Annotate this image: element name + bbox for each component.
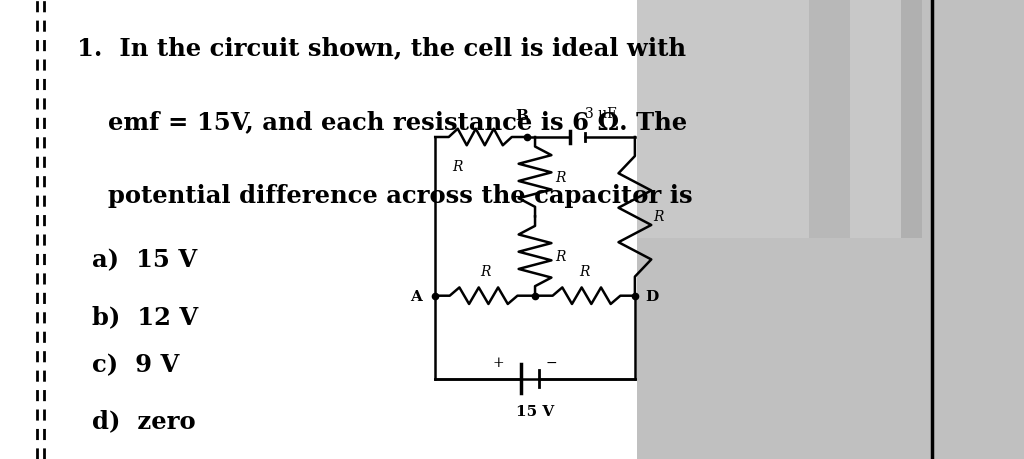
Text: 1.  In the circuit shown, the cell is ideal with: 1. In the circuit shown, the cell is ide… [77, 36, 686, 60]
Text: 15 V: 15 V [516, 404, 554, 418]
Text: +: + [493, 356, 504, 369]
Text: D: D [645, 289, 658, 303]
Bar [901, 0, 922, 459]
Bar [637, 239, 1024, 459]
Text: R: R [555, 170, 566, 184]
Text: R: R [555, 250, 566, 263]
Text: B: B [516, 109, 528, 123]
Text: R: R [453, 160, 463, 174]
Text: potential difference across the capacitor is: potential difference across the capacito… [108, 183, 692, 207]
Bar [850, 0, 901, 459]
Text: 3 μF: 3 μF [585, 106, 616, 120]
Bar [637, 0, 809, 459]
Bar [809, 0, 850, 459]
Text: A: A [410, 289, 422, 303]
Text: R: R [653, 210, 664, 224]
Text: R: R [580, 265, 590, 279]
Text: b)  12 V: b) 12 V [92, 305, 199, 329]
Text: emf = 15V, and each resistance is 6 Ω. The: emf = 15V, and each resistance is 6 Ω. T… [108, 110, 687, 134]
Text: R: R [480, 265, 490, 279]
Text: d)  zero: d) zero [92, 408, 196, 432]
Text: a)  15 V: a) 15 V [92, 247, 198, 271]
Text: c)  9 V: c) 9 V [92, 353, 179, 377]
Text: −: − [546, 356, 557, 369]
Bar [922, 0, 1024, 459]
